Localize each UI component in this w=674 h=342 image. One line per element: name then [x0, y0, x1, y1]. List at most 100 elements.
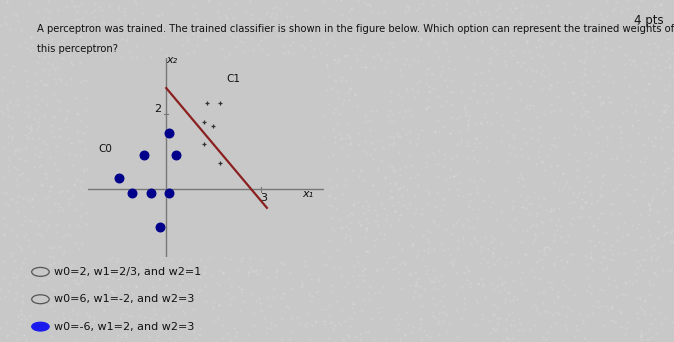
Point	[284, 215, 295, 221]
Point	[130, 0, 141, 3]
Point	[515, 147, 526, 152]
Point	[270, 274, 281, 280]
Point	[605, 257, 615, 262]
Point	[412, 276, 423, 281]
Point	[38, 218, 49, 223]
Point	[135, 264, 146, 269]
Point	[427, 32, 437, 38]
Point	[619, 331, 630, 337]
Point	[140, 314, 151, 319]
Point	[549, 260, 560, 266]
Point	[105, 153, 116, 159]
Point	[516, 269, 527, 275]
Point	[463, 205, 474, 210]
Point	[400, 259, 411, 265]
Point	[628, 28, 639, 34]
Point	[192, 289, 203, 295]
Point	[334, 131, 344, 137]
Point	[234, 308, 245, 314]
Point	[297, 279, 307, 285]
Point	[213, 56, 224, 62]
Point	[111, 338, 122, 342]
Point	[204, 100, 215, 105]
Point	[539, 308, 550, 314]
Point	[435, 242, 446, 247]
Point	[430, 129, 441, 134]
Point	[153, 14, 164, 19]
Point	[580, 15, 590, 21]
Point	[129, 232, 140, 237]
Point	[423, 189, 434, 194]
Point	[49, 91, 59, 97]
Point	[506, 309, 517, 315]
Point	[262, 331, 272, 336]
Point	[33, 60, 44, 66]
Point	[353, 199, 363, 204]
Point	[112, 255, 123, 260]
Point	[552, 309, 563, 314]
Point	[279, 125, 290, 131]
Point	[50, 76, 61, 82]
Point	[243, 211, 253, 216]
Point	[597, 247, 608, 253]
Point	[103, 256, 114, 262]
Point	[603, 100, 614, 105]
Point	[243, 188, 253, 194]
Point	[35, 78, 46, 83]
Point	[644, 81, 654, 87]
Point	[3, 141, 13, 146]
Point	[200, 283, 210, 288]
Point	[346, 140, 357, 146]
Point	[576, 196, 587, 201]
Point	[154, 276, 164, 281]
Point	[170, 326, 181, 331]
Point	[195, 215, 206, 221]
Point	[441, 177, 452, 182]
Point	[638, 141, 649, 147]
Point	[388, 267, 399, 272]
Point	[451, 153, 462, 158]
Point	[197, 140, 208, 145]
Point	[453, 237, 464, 243]
Point	[187, 184, 198, 189]
Point	[520, 67, 531, 73]
Point	[235, 127, 245, 133]
Point	[563, 15, 574, 20]
Point	[639, 256, 650, 262]
Point	[348, 301, 359, 306]
Point	[563, 151, 574, 156]
Point	[521, 103, 532, 108]
Point	[644, 201, 654, 207]
Point	[337, 74, 348, 80]
Point	[3, 157, 14, 163]
Point	[126, 190, 137, 196]
Point	[311, 123, 322, 129]
Point	[45, 253, 56, 259]
Point	[377, 146, 388, 151]
Point	[330, 167, 341, 172]
Point	[378, 231, 389, 236]
Point	[562, 232, 573, 238]
Point	[573, 167, 584, 172]
Point	[643, 212, 654, 218]
Point	[176, 300, 187, 305]
Point	[316, 124, 327, 129]
Point	[56, 79, 67, 84]
Point	[272, 245, 283, 250]
Point	[448, 89, 458, 95]
Point	[547, 287, 557, 292]
Point	[365, 127, 376, 133]
Point	[202, 100, 212, 106]
Point	[205, 113, 216, 118]
Point	[345, 64, 356, 70]
Point	[507, 336, 518, 341]
Point	[625, 103, 636, 108]
Point	[204, 0, 214, 4]
Point	[279, 262, 290, 267]
Point	[168, 298, 179, 304]
Point	[538, 168, 549, 173]
Point	[34, 282, 44, 288]
Point	[590, 36, 601, 42]
Point	[363, 249, 373, 254]
Point	[18, 195, 29, 201]
